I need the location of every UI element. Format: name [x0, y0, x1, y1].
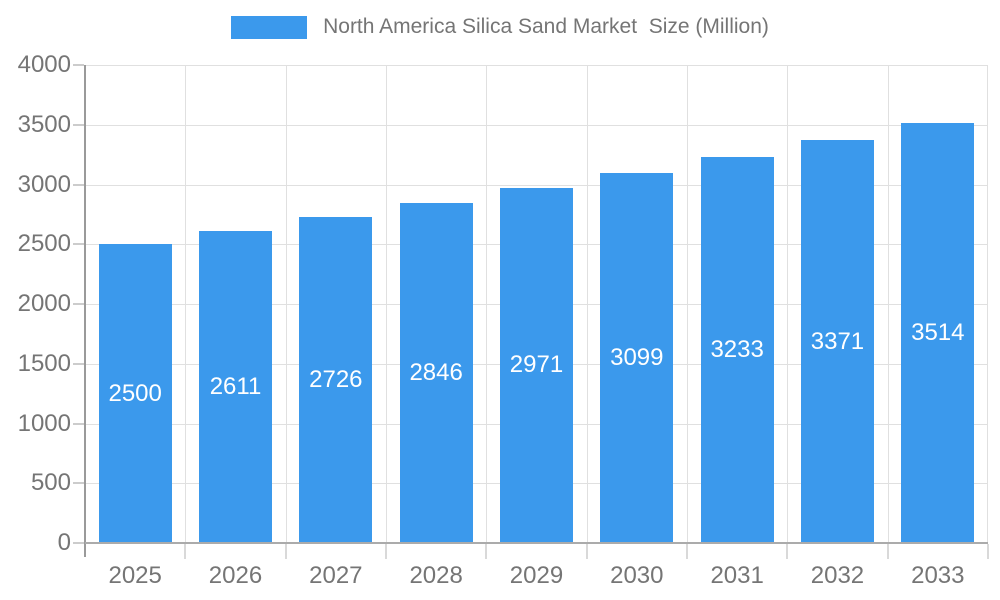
plot-area: 2500 2611 2726 2846 2971 3099 3233 3371 3514	[85, 65, 988, 543]
y-tick-mark	[73, 64, 84, 66]
y-tick-mark	[73, 362, 84, 365]
y-tick-label: 0	[57, 529, 71, 556]
bar: 3233	[700, 156, 774, 543]
gridline-vertical	[185, 65, 187, 543]
bar-slot: 3233	[687, 65, 787, 543]
x-category-label: 2030	[610, 562, 664, 589]
gridline-vertical	[787, 65, 789, 543]
bar: 3099	[600, 172, 674, 543]
x-category-label: 2027	[309, 562, 363, 589]
x-tick-mark	[385, 544, 387, 559]
x-tick-mark	[585, 544, 588, 559]
y-tick-mark	[73, 123, 84, 126]
x-tick-mark	[284, 544, 287, 559]
gridline-vertical	[486, 65, 488, 543]
gridline-vertical	[887, 65, 889, 543]
bar-slot: 3099	[587, 65, 687, 543]
gridline-vertical	[386, 65, 387, 543]
x-category-label: 2033	[911, 562, 965, 589]
bar: 3514	[901, 123, 975, 543]
bar-value-label: 3099	[610, 343, 664, 371]
bar: 2726	[299, 217, 373, 543]
bar: 2971	[500, 187, 573, 543]
y-tick-mark	[73, 183, 84, 186]
gridline-vertical	[987, 65, 988, 543]
x-tick-mark	[184, 544, 187, 559]
x-axis-labels: 2025 2026 2027 2028 2029 2030 2031 2032 2033	[85, 561, 988, 591]
gridline-horizontal	[85, 65, 988, 66]
y-axis-line	[84, 65, 86, 557]
x-category-label: 2026	[208, 562, 263, 589]
y-tick-mark	[73, 542, 84, 544]
gridline-vertical	[285, 65, 287, 543]
y-tick-label: 2500	[17, 230, 71, 258]
bar-slot: 2500	[85, 65, 185, 543]
x-category-label: 2029	[509, 562, 564, 589]
bar: 3371	[801, 140, 874, 543]
legend-swatch-icon	[231, 15, 308, 39]
y-tick-label: 1500	[17, 349, 71, 377]
y-tick-mark	[73, 422, 84, 425]
legend-label: North America Silica Sand Market Size (M…	[323, 15, 769, 38]
x-category-label: 2032	[810, 562, 865, 589]
y-tick-label: 4000	[17, 51, 71, 78]
x-category-label: 2028	[409, 562, 463, 589]
gridline-horizontal	[85, 184, 988, 186]
bar-value-label: 3233	[710, 335, 764, 363]
x-tick-mark	[786, 544, 789, 559]
x-tick-mark	[987, 544, 989, 559]
y-tick-mark	[73, 482, 84, 485]
bar-value-label: 2726	[309, 366, 363, 394]
bar-value-label: 2500	[108, 379, 162, 407]
x-tick-mark	[485, 544, 488, 559]
x-axis-line	[85, 542, 988, 544]
y-tick-label: 3000	[17, 170, 71, 198]
bar-value-label: 2971	[509, 351, 564, 379]
y-tick-label: 500	[30, 469, 71, 497]
x-tick-mark	[686, 544, 688, 559]
gridline-vertical	[586, 65, 588, 543]
bar-slot: 2846	[386, 65, 486, 543]
x-category-label: 2031	[710, 562, 764, 589]
bar: 2611	[199, 231, 272, 543]
gridline-horizontal	[85, 124, 988, 126]
bar-slot: 2971	[486, 65, 586, 543]
bar-slot: 3514	[888, 65, 988, 543]
bar-slot: 3371	[787, 65, 887, 543]
gridline-vertical	[687, 65, 688, 543]
y-tick-mark	[73, 243, 84, 246]
bar-slot: 2611	[185, 65, 285, 543]
x-category-label: 2025	[108, 562, 162, 589]
x-tick-mark	[886, 544, 889, 559]
bar-value-label: 3371	[810, 327, 865, 355]
bar-series: 2500 2611 2726 2846 2971 3099 3233 3371 3514	[85, 65, 988, 543]
bar-value-label: 2611	[209, 373, 262, 400]
y-tick-mark	[73, 303, 84, 305]
bar: 2500	[98, 244, 172, 543]
y-tick-label: 3500	[17, 110, 71, 138]
bar-value-label: 2846	[409, 358, 463, 386]
legend[interactable]: North America Silica Sand Market Size (M…	[0, 15, 1000, 39]
y-tick-label: 2000	[17, 290, 71, 317]
y-tick-label: 1000	[17, 409, 71, 437]
bar-value-label: 3514	[911, 319, 965, 347]
bar: 2846	[399, 202, 473, 543]
bar-slot: 2726	[286, 65, 386, 543]
